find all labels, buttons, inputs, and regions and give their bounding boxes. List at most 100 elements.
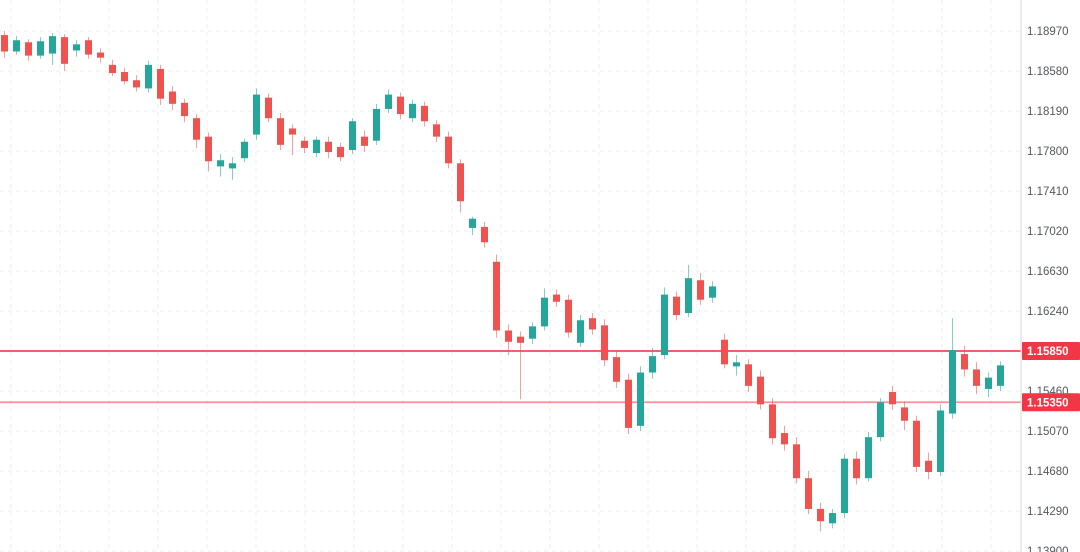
candle <box>121 67 128 85</box>
candle-body <box>601 325 608 361</box>
candle <box>817 502 824 532</box>
candle-body <box>805 478 812 509</box>
candle-body <box>817 508 824 522</box>
candle-body <box>865 437 872 479</box>
price-tick-label: 1.14680 <box>1027 466 1069 478</box>
candle-body <box>973 369 980 386</box>
candle-body <box>793 444 800 479</box>
candle-body <box>505 330 512 342</box>
candle <box>181 98 188 123</box>
candle-body <box>469 218 476 228</box>
candle-body <box>589 318 596 330</box>
candle <box>277 113 284 150</box>
candle <box>469 216 476 236</box>
candle-body <box>265 97 272 119</box>
candle-body <box>193 118 200 140</box>
candle <box>913 415 920 473</box>
price-level-lines <box>0 350 1021 404</box>
candle-body <box>61 37 68 64</box>
candle-body <box>829 513 836 524</box>
candle-body <box>985 377 992 389</box>
candle <box>301 136 308 154</box>
candle-body <box>541 297 548 327</box>
price-tick-label: 1.17800 <box>1027 146 1069 158</box>
candle-body <box>37 41 44 56</box>
candle-body <box>649 356 656 373</box>
candle <box>553 289 560 307</box>
candle <box>397 92 404 120</box>
candle <box>481 221 488 248</box>
candles <box>1 31 1004 532</box>
candle <box>229 157 236 180</box>
price-tick-label: 1.17410 <box>1027 186 1069 198</box>
candle <box>769 398 776 445</box>
candle <box>25 39 32 61</box>
candle <box>577 315 584 347</box>
candle <box>529 322 536 344</box>
candle-body <box>301 140 308 148</box>
candle-body <box>25 42 32 56</box>
candle-body <box>949 349 956 414</box>
price-level-label-text: 1.15850 <box>1027 346 1069 358</box>
candle-body <box>445 136 452 164</box>
candle <box>97 48 104 63</box>
candle <box>925 452 932 480</box>
candle <box>421 101 428 127</box>
candle-body <box>925 460 932 473</box>
candle-body <box>565 299 572 333</box>
candle <box>697 273 704 305</box>
price-axis-background[interactable] <box>1021 0 1080 552</box>
candle <box>205 132 212 172</box>
candle <box>757 370 764 410</box>
candle-body <box>685 278 692 314</box>
candle <box>973 362 980 395</box>
candle-body <box>205 136 212 162</box>
candle-body <box>577 320 584 343</box>
candle <box>853 451 860 485</box>
candle-body <box>709 286 716 298</box>
candle-body <box>613 357 620 382</box>
candle-body <box>121 72 128 82</box>
candle-body <box>325 141 332 153</box>
candle-body <box>517 336 524 343</box>
candle <box>493 254 500 338</box>
candle-body <box>157 68 164 99</box>
candle <box>13 36 20 55</box>
candle <box>793 437 800 484</box>
candle-body <box>913 420 920 467</box>
candle-body <box>409 103 416 119</box>
candle <box>457 159 464 213</box>
candle <box>673 291 680 321</box>
candle <box>73 40 80 57</box>
candle-body <box>181 102 188 117</box>
candle <box>313 136 320 158</box>
price-level-label-bg <box>1022 342 1080 360</box>
price-axis[interactable]: 1.18970 1.18580 1.18190 1.17800 1.17410 1.170… <box>1020 0 1080 552</box>
candle <box>409 99 416 123</box>
price-tick-label: 1.16240 <box>1027 306 1069 318</box>
candle <box>961 345 968 377</box>
candle <box>829 508 836 529</box>
candle <box>217 154 224 177</box>
candle <box>373 103 380 145</box>
candle-body <box>289 128 296 135</box>
candle <box>385 89 392 114</box>
candle <box>505 324 512 356</box>
candle-body <box>553 294 560 302</box>
candle <box>241 138 248 163</box>
candle <box>865 432 872 482</box>
candle-body <box>97 52 104 58</box>
price-tick-label: 1.17020 <box>1027 226 1069 238</box>
candle <box>517 331 524 400</box>
candle-body <box>493 261 500 331</box>
candle-body <box>769 404 776 439</box>
candle-body <box>421 105 428 122</box>
candle <box>745 359 752 393</box>
candle <box>265 93 272 123</box>
candle-body <box>721 339 728 365</box>
candle <box>889 385 896 410</box>
candle <box>61 34 68 71</box>
candle-body <box>109 64 116 74</box>
